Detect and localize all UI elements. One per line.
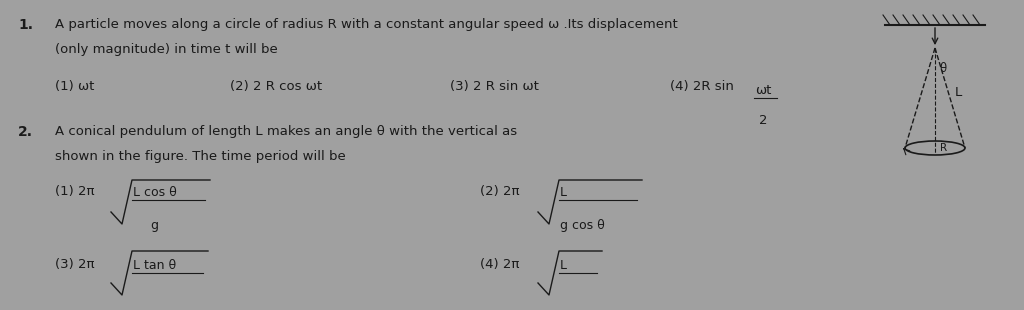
Text: L: L: [955, 86, 963, 100]
Text: (3) 2 R sin ωt: (3) 2 R sin ωt: [450, 80, 539, 93]
Text: (3) 2π: (3) 2π: [55, 258, 94, 271]
Text: L: L: [560, 259, 567, 272]
Text: (2) 2π: (2) 2π: [480, 185, 519, 198]
Text: g cos θ: g cos θ: [560, 219, 605, 232]
Text: g: g: [150, 219, 158, 232]
Text: (2) 2 R cos ωt: (2) 2 R cos ωt: [230, 80, 323, 93]
Text: θ: θ: [939, 61, 946, 74]
Text: L tan θ: L tan θ: [133, 259, 176, 272]
Text: (4) 2π: (4) 2π: [480, 258, 519, 271]
Text: 1.: 1.: [18, 18, 33, 32]
Text: (4) 2R sin: (4) 2R sin: [670, 80, 734, 93]
Text: (1) 2π: (1) 2π: [55, 185, 94, 198]
Text: L cos θ: L cos θ: [133, 186, 177, 199]
Text: A particle moves along a circle of radius R with a constant angular speed ω .Its: A particle moves along a circle of radiu…: [55, 18, 678, 31]
Text: (only magnitude) in time t will be: (only magnitude) in time t will be: [55, 43, 278, 56]
Text: ωt: ωt: [755, 84, 771, 97]
Text: R: R: [940, 143, 947, 153]
Text: 2.: 2.: [18, 125, 33, 139]
Text: A conical pendulum of length L makes an angle θ with the vertical as: A conical pendulum of length L makes an …: [55, 125, 517, 138]
Text: 2: 2: [759, 114, 768, 127]
Text: shown in the figure. The time period will be: shown in the figure. The time period wil…: [55, 150, 346, 163]
Text: L: L: [560, 186, 567, 199]
Text: (1) ωt: (1) ωt: [55, 80, 94, 93]
